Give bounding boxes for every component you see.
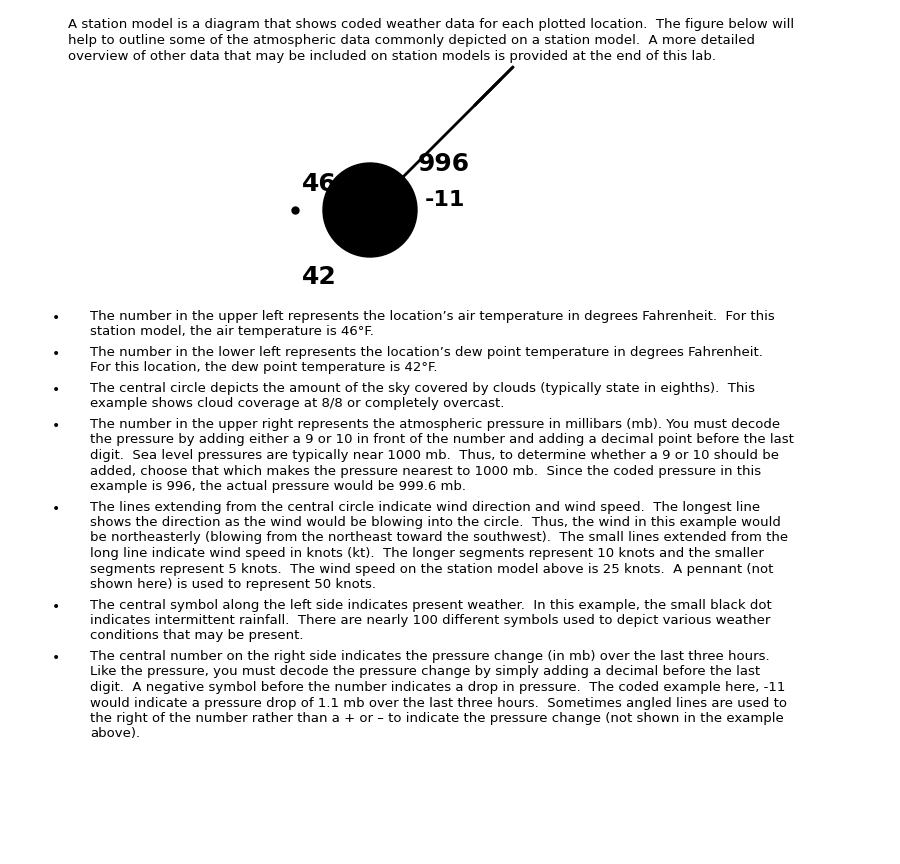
Text: the right of the number rather than a + or – to indicate the pressure change (no: the right of the number rather than a + … <box>90 712 784 725</box>
Text: station model, the air temperature is 46°F.: station model, the air temperature is 46… <box>90 326 373 339</box>
Text: The lines extending from the central circle indicate wind direction and wind spe: The lines extending from the central cir… <box>90 500 760 513</box>
Text: help to outline some of the atmospheric data commonly depicted on a station mode: help to outline some of the atmospheric … <box>68 34 755 47</box>
Text: •: • <box>52 383 60 397</box>
Text: overview of other data that may be included on station models is provided at the: overview of other data that may be inclu… <box>68 50 716 63</box>
Text: indicates intermittent rainfall.  There are nearly 100 different symbols used to: indicates intermittent rainfall. There a… <box>90 614 770 627</box>
Text: The central circle depicts the amount of the sky covered by clouds (typically st: The central circle depicts the amount of… <box>90 382 755 395</box>
Text: example shows cloud coverage at 8/8 or completely overcast.: example shows cloud coverage at 8/8 or c… <box>90 397 504 410</box>
Text: •: • <box>52 501 60 516</box>
Text: For this location, the dew point temperature is 42°F.: For this location, the dew point tempera… <box>90 361 437 374</box>
Text: The central symbol along the left side indicates present weather.  In this examp: The central symbol along the left side i… <box>90 599 772 612</box>
Text: The number in the lower left represents the location’s dew point temperature in : The number in the lower left represents … <box>90 346 763 359</box>
Text: digit.  A negative symbol before the number indicates a drop in pressure.  The c: digit. A negative symbol before the numb… <box>90 681 786 694</box>
Text: segments represent 5 knots.  The wind speed on the station model above is 25 kno: segments represent 5 knots. The wind spe… <box>90 562 773 575</box>
Text: shows the direction as the wind would be blowing into the circle.  Thus, the win: shows the direction as the wind would be… <box>90 516 781 529</box>
Text: A station model is a diagram that shows coded weather data for each plotted loca: A station model is a diagram that shows … <box>68 18 794 31</box>
Text: digit.  Sea level pressures are typically near 1000 mb.  Thus, to determine whet: digit. Sea level pressures are typically… <box>90 449 779 462</box>
Text: Like the pressure, you must decode the pressure change by simply adding a decima: Like the pressure, you must decode the p… <box>90 665 760 678</box>
Text: example is 996, the actual pressure would be 999.6 mb.: example is 996, the actual pressure woul… <box>90 480 466 493</box>
Text: 42: 42 <box>302 265 337 289</box>
Text: conditions that may be present.: conditions that may be present. <box>90 630 303 643</box>
Text: -11: -11 <box>425 190 465 210</box>
Text: •: • <box>52 651 60 665</box>
Text: be northeasterly (blowing from the northeast toward the southwest).  The small l: be northeasterly (blowing from the north… <box>90 531 788 544</box>
Text: long line indicate wind speed in knots (kt).  The longer segments represent 10 k: long line indicate wind speed in knots (… <box>90 547 764 560</box>
Text: would indicate a pressure drop of 1.1 mb over the last three hours.  Sometimes a: would indicate a pressure drop of 1.1 mb… <box>90 696 787 709</box>
Text: The number in the upper left represents the location’s air temperature in degree: The number in the upper left represents … <box>90 310 775 323</box>
Text: above).: above). <box>90 727 140 740</box>
Text: •: • <box>52 600 60 613</box>
Text: the pressure by adding either a 9 or 10 in front of the number and adding a deci: the pressure by adding either a 9 or 10 … <box>90 434 794 447</box>
Text: shown here) is used to represent 50 knots.: shown here) is used to represent 50 knot… <box>90 578 376 591</box>
Circle shape <box>323 163 417 257</box>
Text: •: • <box>52 311 60 325</box>
Text: added, choose that which makes the pressure nearest to 1000 mb.  Since the coded: added, choose that which makes the press… <box>90 465 761 478</box>
Text: •: • <box>52 419 60 433</box>
Text: •: • <box>52 347 60 361</box>
Text: 46: 46 <box>302 172 337 196</box>
Text: The central number on the right side indicates the pressure change (in mb) over : The central number on the right side ind… <box>90 650 770 663</box>
Text: 996: 996 <box>418 152 470 176</box>
Text: The number in the upper right represents the atmospheric pressure in millibars (: The number in the upper right represents… <box>90 418 780 431</box>
